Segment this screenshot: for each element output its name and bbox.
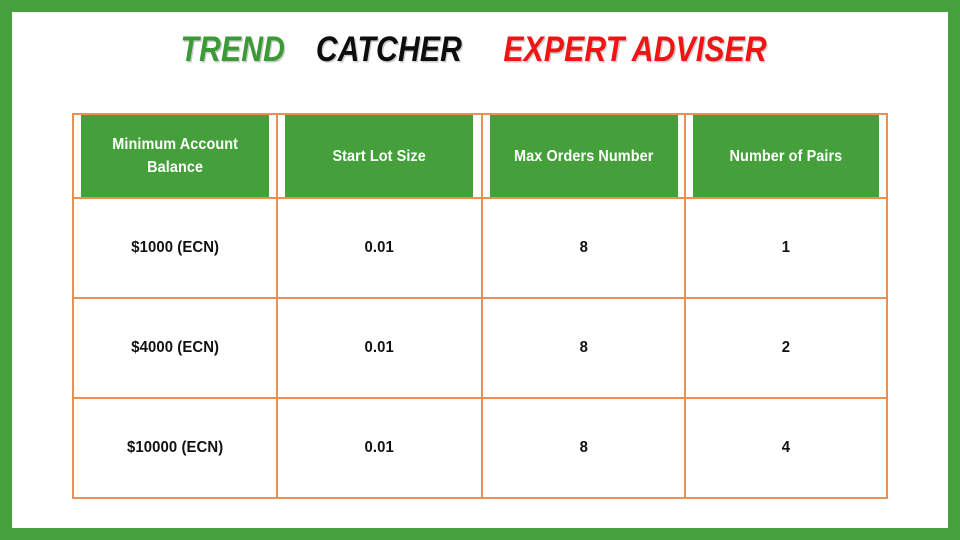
title-word-catcher: CATCHER: [315, 30, 462, 69]
cell-minimum-account-balance: $4000 (ECN): [79, 297, 272, 399]
cell-start-lot-size: 0.01: [283, 297, 476, 399]
cell-number-of-pairs: 2: [691, 297, 881, 399]
table-body: $1000 (ECN) 0.01 8 1 $4000 (ECN) 0.01 8 …: [73, 197, 887, 499]
cell-start-lot-size: 0.01: [283, 397, 476, 499]
cell-max-orders-number: 8: [487, 197, 679, 299]
page-title: TREND CATCHER EXPERT ADVISER: [12, 28, 948, 72]
column-header-max-orders-number: Max Orders Number: [487, 113, 679, 199]
table-row: $4000 (ECN) 0.01 8 2: [73, 297, 887, 399]
column-header-minimum-account-balance: Minimum Account Balance: [79, 113, 272, 199]
column-header-number-of-pairs: Number of Pairs: [691, 113, 881, 199]
title-word-trend: TREND: [180, 30, 286, 69]
cell-minimum-account-balance: $10000 (ECN): [79, 397, 272, 499]
table-row: $1000 (ECN) 0.01 8 1: [73, 197, 887, 299]
cell-start-lot-size: 0.01: [283, 197, 476, 299]
slide-content-area: TREND CATCHER EXPERT ADVISER Minimum Accou…: [12, 12, 948, 528]
cell-max-orders-number: 8: [487, 397, 679, 499]
table-header: Minimum Account Balance Start Lot Size M…: [73, 113, 887, 199]
specifications-table: Minimum Account Balance Start Lot Size M…: [72, 113, 888, 499]
cell-number-of-pairs: 4: [691, 397, 881, 499]
title-word-expert-adviser: EXPERT ADVISER: [503, 30, 767, 69]
cell-max-orders-number: 8: [487, 297, 679, 399]
cell-minimum-account-balance: $1000 (ECN): [79, 197, 272, 299]
specifications-table-container: Minimum Account Balance Start Lot Size M…: [72, 113, 888, 499]
column-header-start-lot-size: Start Lot Size: [283, 113, 476, 199]
column-header-line-2: Balance: [147, 159, 204, 176]
column-header-line-1: Minimum Account: [112, 136, 239, 153]
table-header-row: Minimum Account Balance Start Lot Size M…: [73, 113, 887, 199]
table-row: $10000 (ECN) 0.01 8 4: [73, 397, 887, 499]
cell-number-of-pairs: 1: [691, 197, 881, 299]
